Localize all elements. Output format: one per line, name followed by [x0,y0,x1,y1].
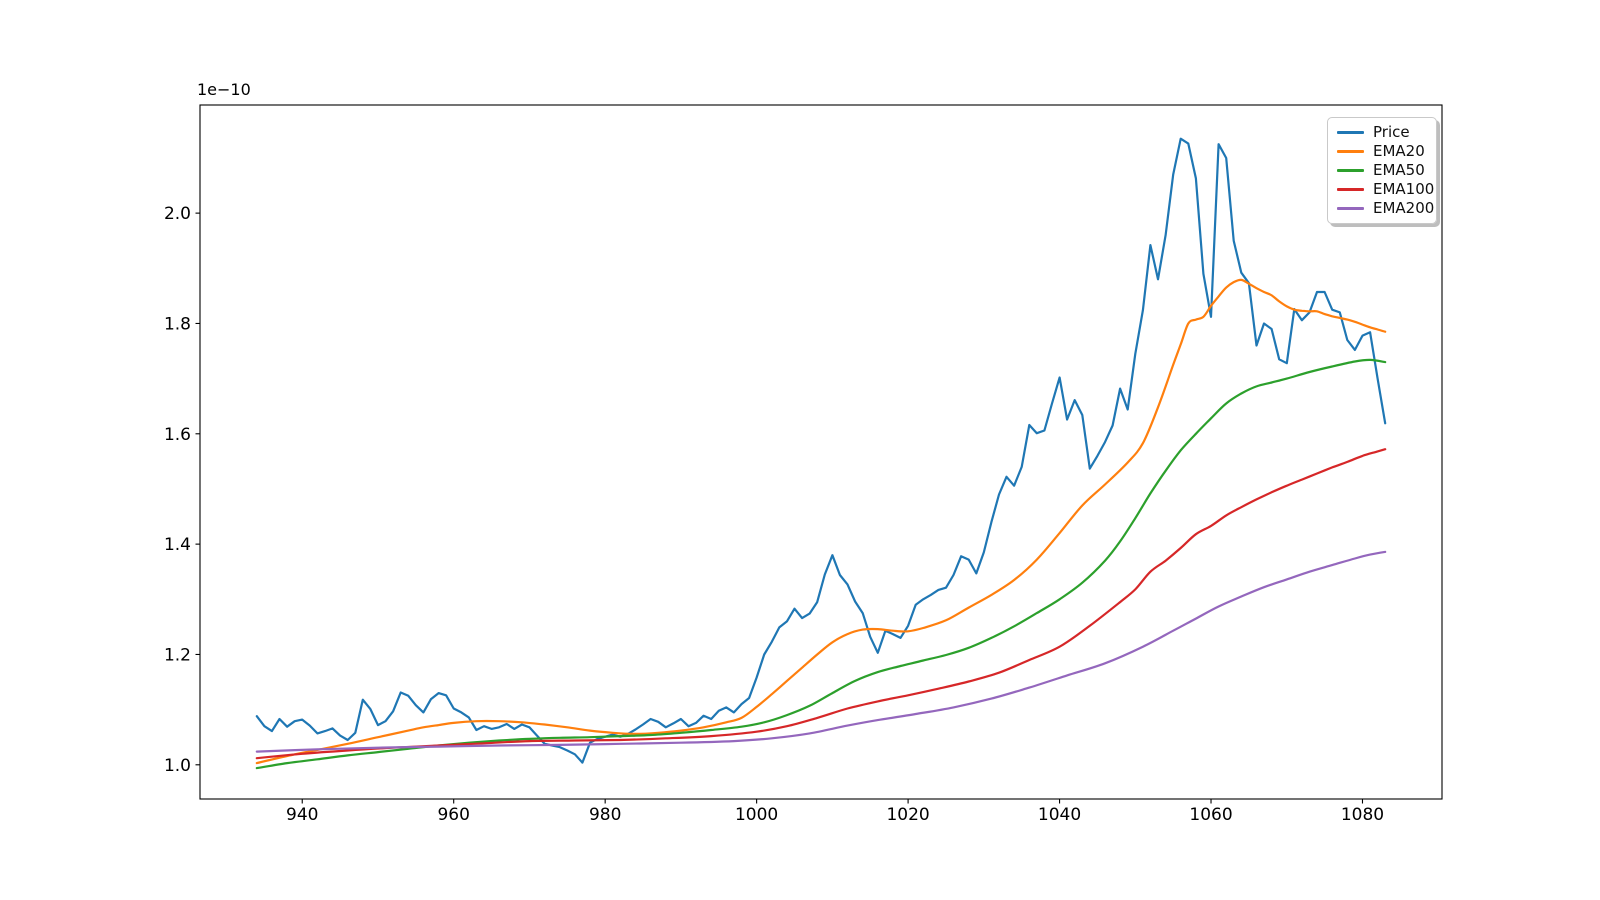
x-tick-label-1020: 1020 [886,805,929,825]
x-tick-label-1040: 1040 [1038,805,1081,825]
series-line-ema200 [255,550,1387,753]
legend-entry: EMA100 [1337,182,1434,197]
y-tick-label-1.8: 1.8 [164,314,191,334]
legend: Price EMA20 EMA50 EMA100 EMA200 [1327,117,1437,224]
y-tick-label-1.4: 1.4 [164,535,191,555]
legend-line-sample-ema100 [1337,188,1364,191]
legend-line-sample-price [1337,131,1364,134]
legend-label-ema200: EMA200 [1373,199,1435,217]
x-tick-label-1060: 1060 [1189,805,1232,825]
series-line-ema20 [255,278,1387,765]
series-line-ema100 [255,448,1387,760]
legend-label-price: Price [1373,123,1410,141]
legend-line-sample-ema20 [1337,150,1364,153]
x-tick-label-940: 940 [286,805,318,825]
legend-line-sample-ema200 [1337,207,1364,210]
x-tick-label-960: 960 [437,805,469,825]
y-axis-offset-label: 1e−10 [197,80,251,99]
series-line-price [255,137,1387,764]
y-tick-label-1.2: 1.2 [164,645,191,665]
legend-label-ema20: EMA20 [1373,142,1425,160]
legend-label-ema100: EMA100 [1373,180,1435,198]
series-line-ema50 [255,358,1387,770]
legend-entry: EMA20 [1337,144,1428,159]
y-tick-label-2: 2.0 [164,204,191,224]
legend-line-sample-ema50 [1337,169,1364,172]
x-tick-label-980: 980 [589,805,621,825]
x-tick-label-1000: 1000 [735,805,778,825]
legend-entry: Price [1337,125,1428,140]
y-tick-label-1: 1.0 [164,756,191,776]
legend-label-ema50: EMA50 [1373,161,1425,179]
axes-border [199,104,1443,800]
x-tick-label-1080: 1080 [1341,805,1384,825]
legend-entry: EMA50 [1337,163,1428,178]
legend-entry: EMA200 [1337,201,1434,216]
y-tick-label-1.6: 1.6 [164,425,191,445]
